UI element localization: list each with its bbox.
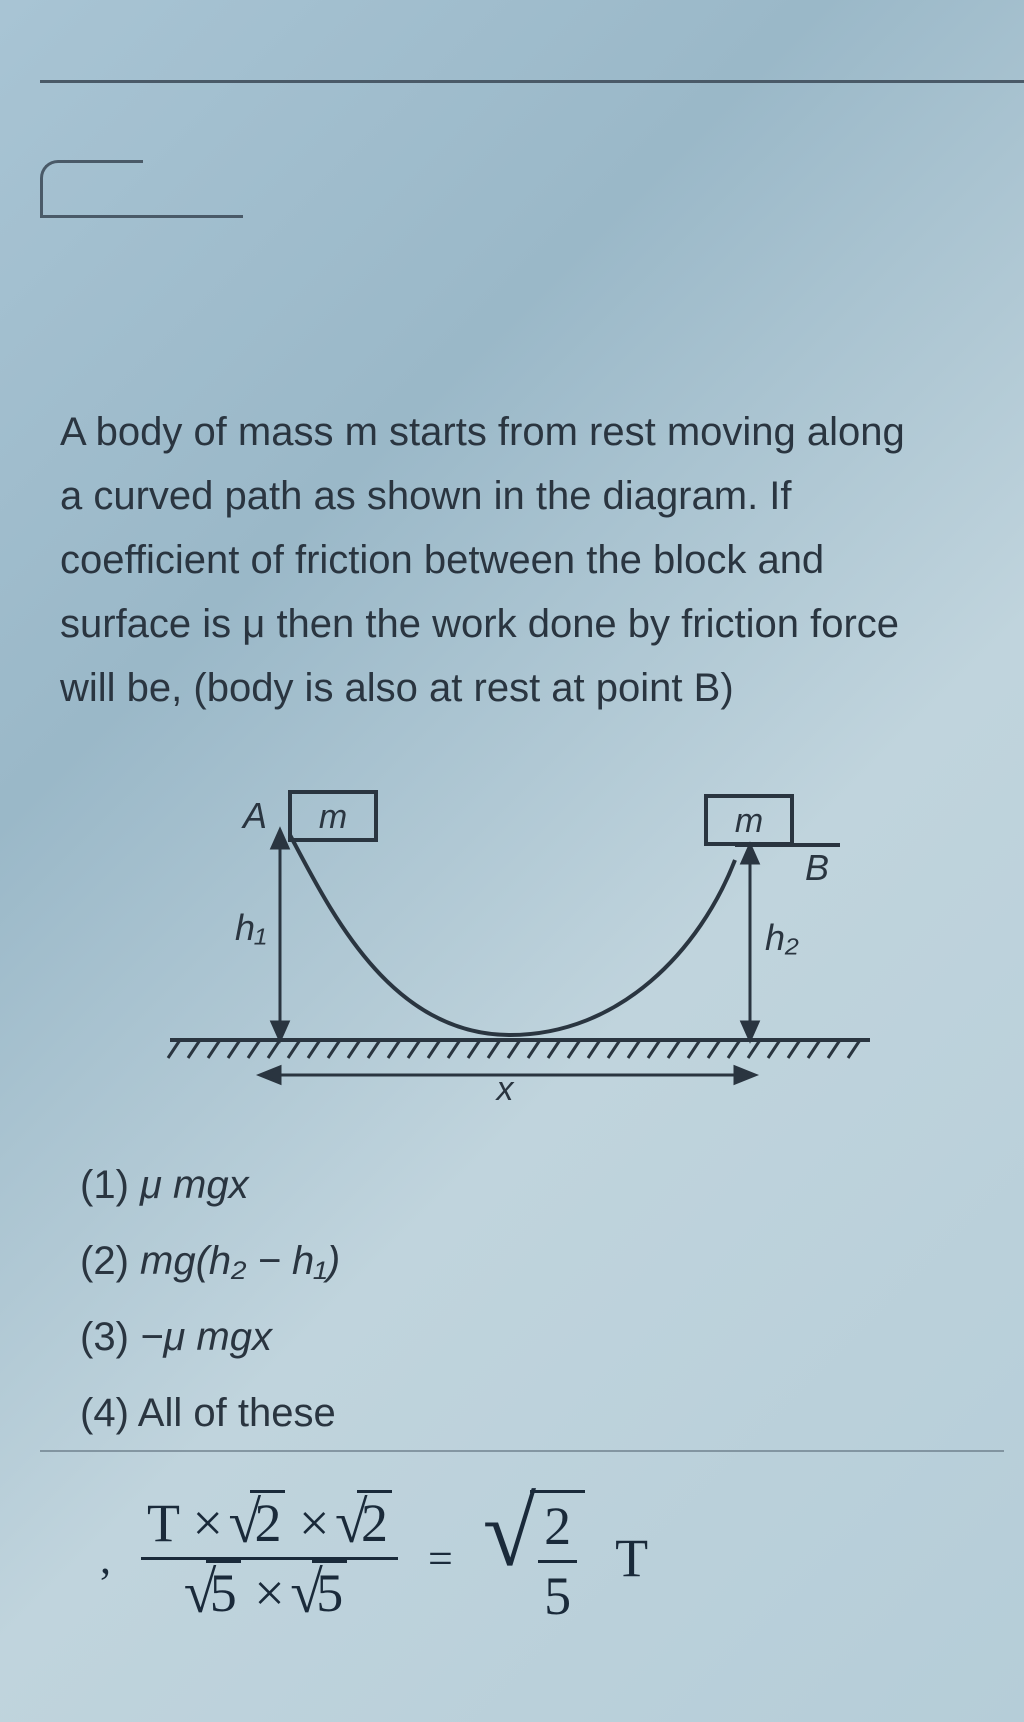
q-line: surface is μ then the work done by frict… xyxy=(60,602,899,646)
ground-hatching xyxy=(168,1040,860,1058)
radical-icon: √ xyxy=(483,1490,536,1627)
block-B: m xyxy=(706,796,792,844)
option-1: (1) μ mgx xyxy=(80,1150,340,1220)
physics-diagram: m A m B h₁ h₂ xyxy=(140,790,880,1100)
h2-label: h₂ xyxy=(765,917,799,958)
rhs-num: 2 xyxy=(538,1497,577,1563)
q-line: a curved path as shown in the diagram. I… xyxy=(60,474,792,518)
equals-sign: = xyxy=(428,1533,453,1584)
opt-text: −μ mgx xyxy=(140,1315,272,1359)
mass-label-A: m xyxy=(319,798,347,836)
lhs-fraction: T × √22 × 2 5 × 5 xyxy=(141,1494,398,1624)
opt-text: μ mgx xyxy=(140,1163,249,1207)
diagram-svg: m A m B h₁ h₂ xyxy=(140,790,880,1100)
top-rule xyxy=(40,80,1024,83)
point-label-A: A xyxy=(241,795,267,836)
sqrt-icon: 5 xyxy=(192,1564,241,1623)
rhs-tail: T xyxy=(615,1527,648,1589)
sqrt-icon: √22 xyxy=(236,1494,285,1553)
point-label-B: B xyxy=(805,847,829,888)
q-line: coefficient of friction between the bloc… xyxy=(60,538,824,582)
opt-text: All of these xyxy=(138,1391,336,1435)
page-root: A body of mass m starts from rest moving… xyxy=(0,0,1024,1722)
question-text: A body of mass m starts from rest moving… xyxy=(60,400,1004,720)
opt-num: (4) xyxy=(80,1391,129,1435)
sqrt-icon: 5 xyxy=(298,1564,347,1623)
answer-options: (1) μ mgx (2) mg(h₂ − h₁) (3) −μ mgx (4)… xyxy=(80,1150,340,1454)
h1-arrow xyxy=(272,830,288,1040)
opt-text: mg(h₂ − h₁) xyxy=(140,1239,340,1283)
lhs-numerator: T × √22 × 2 xyxy=(141,1494,398,1560)
q-line: A body of mass m starts from rest moving… xyxy=(60,410,905,454)
bottom-divider xyxy=(40,1450,1004,1452)
curve-path xyxy=(290,835,735,1035)
rhs-sqrt: √ 2 5 xyxy=(483,1490,585,1627)
handwritten-work: , T × √22 × 2 5 × 5 = √ 2 5 xyxy=(100,1490,984,1627)
mass-label-B: m xyxy=(735,802,763,840)
option-3: (3) −μ mgx xyxy=(80,1302,340,1372)
opt-num: (3) xyxy=(80,1315,129,1359)
q-line: will be, (body is also at rest at point … xyxy=(60,666,734,710)
top-corner-shape xyxy=(40,160,143,218)
option-2: (2) mg(h₂ − h₁) xyxy=(80,1226,340,1296)
h2-arrow xyxy=(742,845,758,1040)
leading-comma: , xyxy=(100,1533,111,1584)
rhs-den: 5 xyxy=(544,1563,571,1626)
option-4: (4) All of these xyxy=(80,1378,340,1448)
rhs-fraction: 2 5 xyxy=(538,1497,577,1627)
sqrt-icon: 2 xyxy=(343,1494,392,1553)
opt-num: (1) xyxy=(80,1163,129,1207)
x-label: x xyxy=(495,1070,515,1100)
opt-num: (2) xyxy=(80,1239,129,1283)
block-A: m xyxy=(290,792,376,840)
h1-label: h₁ xyxy=(235,907,266,948)
lhs-denominator: 5 × 5 xyxy=(192,1560,347,1623)
